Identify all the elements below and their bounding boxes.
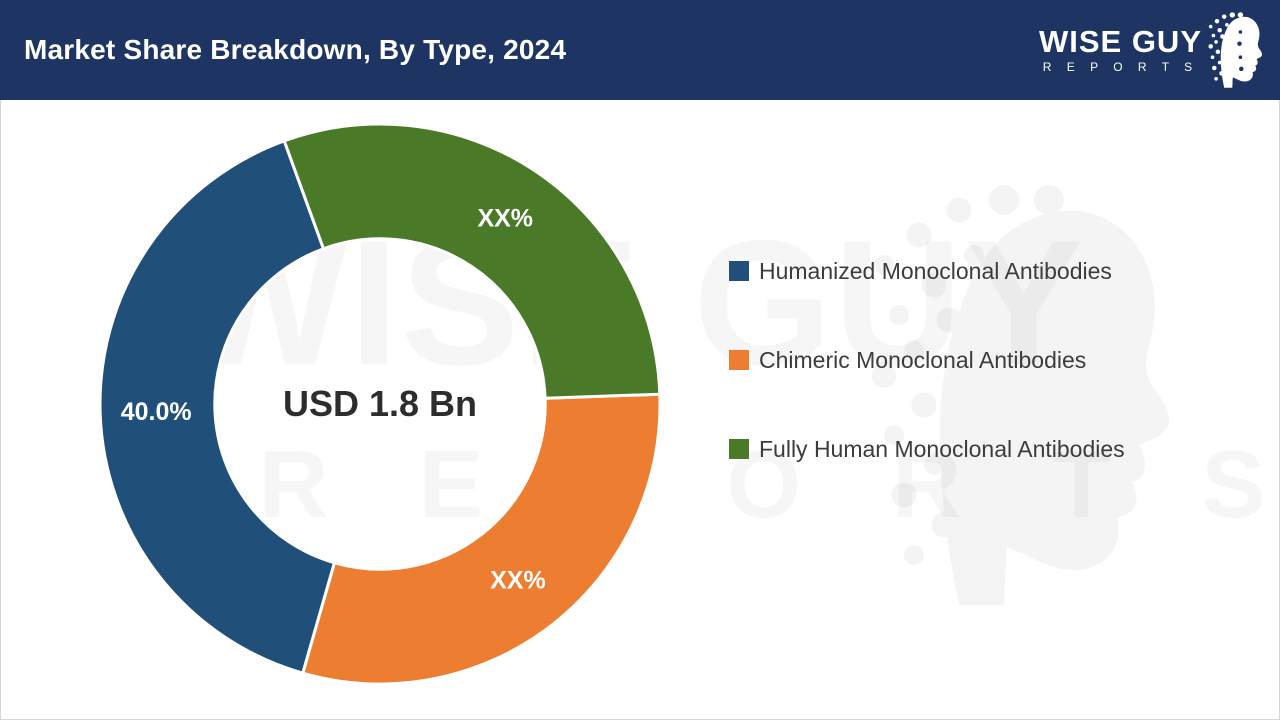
logo-name: WISE GUY [1038,24,1202,59]
logo-subtitle: R E P O R T S [1042,60,1199,74]
donut-slice-1 [301,392,662,686]
chart-area: WISE GUY R E P O R T S 40.0%XX%XX% USD 1… [0,100,1280,720]
legend-label: Chimeric Monoclonal Antibodies [759,346,1087,373]
legend-label: Humanized Monoclonal Antibodies [759,257,1112,284]
watermark-face-icon [871,185,1169,606]
legend-swatch-icon [729,439,749,459]
page-title: Market Share Breakdown, By Type, 2024 [24,34,567,65]
slice-label-1: XX% [490,567,546,595]
donut-slice-2 [282,122,662,400]
donut-chart: 40.0% XX% XX% [98,122,662,686]
logo-wordmark: WISE GUY R E P O R T S [1038,24,1202,75]
donut-slice-0 [98,139,336,675]
legend-swatch-icon [729,261,749,281]
wise-guy-logo: WISE GUY R E P O R T S [1039,11,1262,89]
donut-center-label: USD 1.8 Bn [282,383,478,424]
slice-label-2: XX% [477,204,533,232]
header: Market Share Breakdown, By Type, 2024 WI… [0,0,1280,100]
logo-face-icon [1208,12,1262,88]
legend-item-1: Chimeric Monoclonal Antibodies [729,345,1125,375]
legend-label: Fully Human Monoclonal Antibodies [759,435,1125,462]
legend-item-2: Fully Human Monoclonal Antibodies [729,434,1125,464]
slice-label-0: 40.0% [121,398,192,426]
legend: Humanized Monoclonal Antibodies Chimeric … [729,256,1125,464]
legend-swatch-icon [729,350,749,370]
watermark-text-line2: R E P O R T S [259,430,1279,540]
legend-item-0: Humanized Monoclonal Antibodies [729,256,1125,286]
